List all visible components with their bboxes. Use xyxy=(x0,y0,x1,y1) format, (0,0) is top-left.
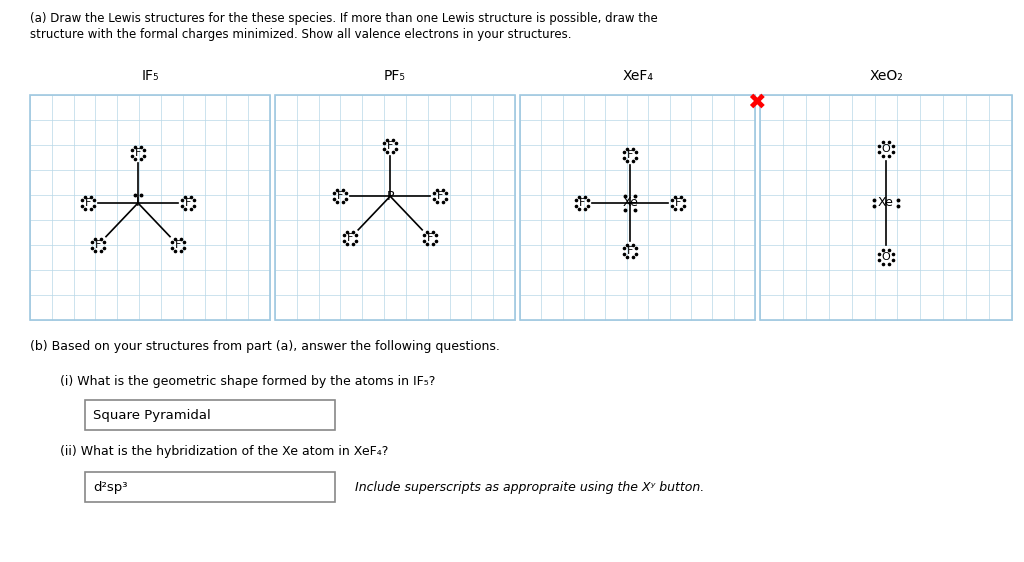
Text: F: F xyxy=(95,239,101,250)
Text: F: F xyxy=(184,198,191,208)
Text: d²sp³: d²sp³ xyxy=(93,481,128,493)
Text: F: F xyxy=(628,246,634,256)
Text: IF₅: IF₅ xyxy=(141,69,159,83)
Text: F: F xyxy=(337,191,343,201)
Text: F: F xyxy=(437,191,443,201)
Text: Square Pyramidal: Square Pyramidal xyxy=(93,409,211,422)
Text: O: O xyxy=(882,252,891,262)
Bar xyxy=(85,400,335,430)
Text: PF₅: PF₅ xyxy=(384,69,406,83)
Text: F: F xyxy=(85,198,91,208)
Bar xyxy=(85,472,335,502)
Text: structure with the formal charges minimized. Show all valence electrons in your : structure with the formal charges minimi… xyxy=(30,28,571,41)
Text: F: F xyxy=(387,141,393,151)
Bar xyxy=(520,95,755,320)
Text: F: F xyxy=(628,150,634,160)
Text: F: F xyxy=(175,239,181,250)
Text: ✖: ✖ xyxy=(746,93,765,113)
Text: F: F xyxy=(135,148,141,158)
Text: (a) Draw the Lewis structures for the these species. If more than one Lewis stru: (a) Draw the Lewis structures for the th… xyxy=(30,12,657,25)
Text: F: F xyxy=(580,198,586,208)
Text: XeF₄: XeF₄ xyxy=(623,69,653,83)
Text: Xe: Xe xyxy=(878,197,894,210)
Text: O: O xyxy=(882,144,891,154)
Bar xyxy=(30,95,270,320)
Text: (i) What is the geometric shape formed by the atoms in IF₅?: (i) What is the geometric shape formed b… xyxy=(60,375,435,388)
Text: (b) Based on your structures from part (a), answer the following questions.: (b) Based on your structures from part (… xyxy=(30,340,500,353)
Text: Include superscripts as appropraite using the Xʸ button.: Include superscripts as appropraite usin… xyxy=(355,481,705,493)
Text: F: F xyxy=(347,233,353,243)
Bar xyxy=(275,95,515,320)
Text: (ii) What is the hybridization of the Xe atom in XeF₄?: (ii) What is the hybridization of the Xe… xyxy=(60,445,388,458)
Text: F: F xyxy=(675,198,682,208)
Text: XeO₂: XeO₂ xyxy=(869,69,903,83)
Text: Xe: Xe xyxy=(623,197,638,210)
Text: P: P xyxy=(386,190,394,203)
Text: I: I xyxy=(136,197,140,210)
Text: F: F xyxy=(427,233,433,243)
Bar xyxy=(760,95,1012,320)
